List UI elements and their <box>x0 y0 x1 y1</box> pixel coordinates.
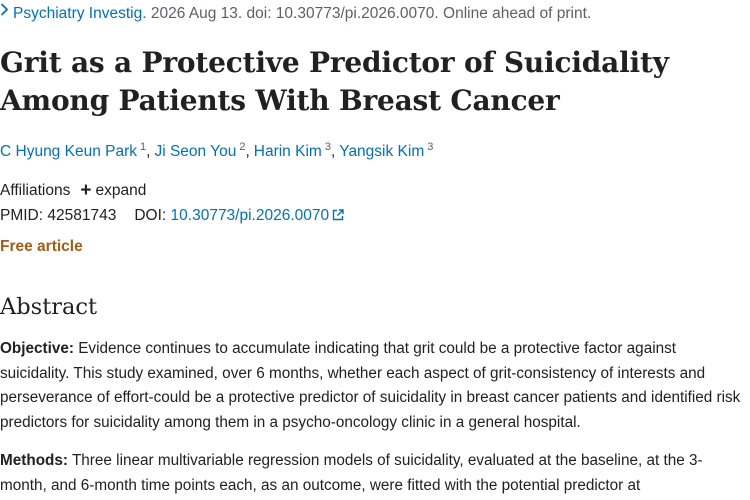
doi-link[interactable]: 10.30773/pi.2026.0070 <box>171 207 345 224</box>
abstract-objective: Objective: Evidence continues to accumul… <box>0 337 745 435</box>
objective-text: Evidence continues to accumulate indicat… <box>0 340 741 431</box>
author-separator: , <box>245 143 250 160</box>
abstract-methods: Methods: Three linear multivariable regr… <box>0 449 745 498</box>
affiliations-row: Affiliations + expand <box>0 180 146 202</box>
author-separator: , <box>146 143 151 160</box>
affiliations-expand-button[interactable]: + expand <box>80 180 147 201</box>
doi-label: DOI: <box>134 207 167 224</box>
author-link[interactable]: Yangsik Kim <box>339 143 425 160</box>
pmid-label: PMID: <box>0 207 44 224</box>
expand-label: expand <box>95 182 147 199</box>
plus-icon: + <box>80 180 92 201</box>
journal-citation: Psychiatry Investig. 2026 Aug 13. doi: 1… <box>0 3 592 25</box>
citation-details: 2026 Aug 13. doi: 10.30773/pi.2026.0070.… <box>146 5 592 22</box>
author-affiliation-number[interactable]: 1 <box>140 141 147 153</box>
pmid-value: 42581743 <box>47 207 117 224</box>
doi-value: 10.30773/pi.2026.0070 <box>170 207 330 224</box>
author-affiliation-number[interactable]: 3 <box>427 141 434 153</box>
author-link[interactable]: Ji Seon You <box>154 143 237 160</box>
author-list: C Hyung Keun Park 1, Ji Seon You 2, Harin Ki… <box>0 141 433 161</box>
chevron-right-icon <box>0 3 9 21</box>
journal-link[interactable]: Psychiatry Investig. <box>13 5 147 22</box>
article-title: Grit as a Protective Predictor of Suicid… <box>0 46 669 117</box>
author-affiliation-number[interactable]: 3 <box>324 141 331 153</box>
author-affiliation-number[interactable]: 2 <box>239 141 246 153</box>
article-identifiers: PMID: 42581743 DOI: 10.30773/pi.2026.0070 <box>0 207 344 226</box>
free-article-badge: Free article <box>0 238 83 255</box>
abstract-heading: Abstract <box>0 294 98 320</box>
author-separator: , <box>330 143 336 160</box>
external-link-icon <box>332 208 344 226</box>
author-link[interactable]: Harin Kim <box>253 143 322 160</box>
affiliations-label: Affiliations <box>0 182 71 199</box>
methods-label: Methods: <box>0 452 68 469</box>
methods-text: Three linear multivariable regression mo… <box>0 452 703 494</box>
objective-label: Objective: <box>0 340 74 357</box>
author-link[interactable]: C Hyung Keun Park <box>0 143 137 160</box>
